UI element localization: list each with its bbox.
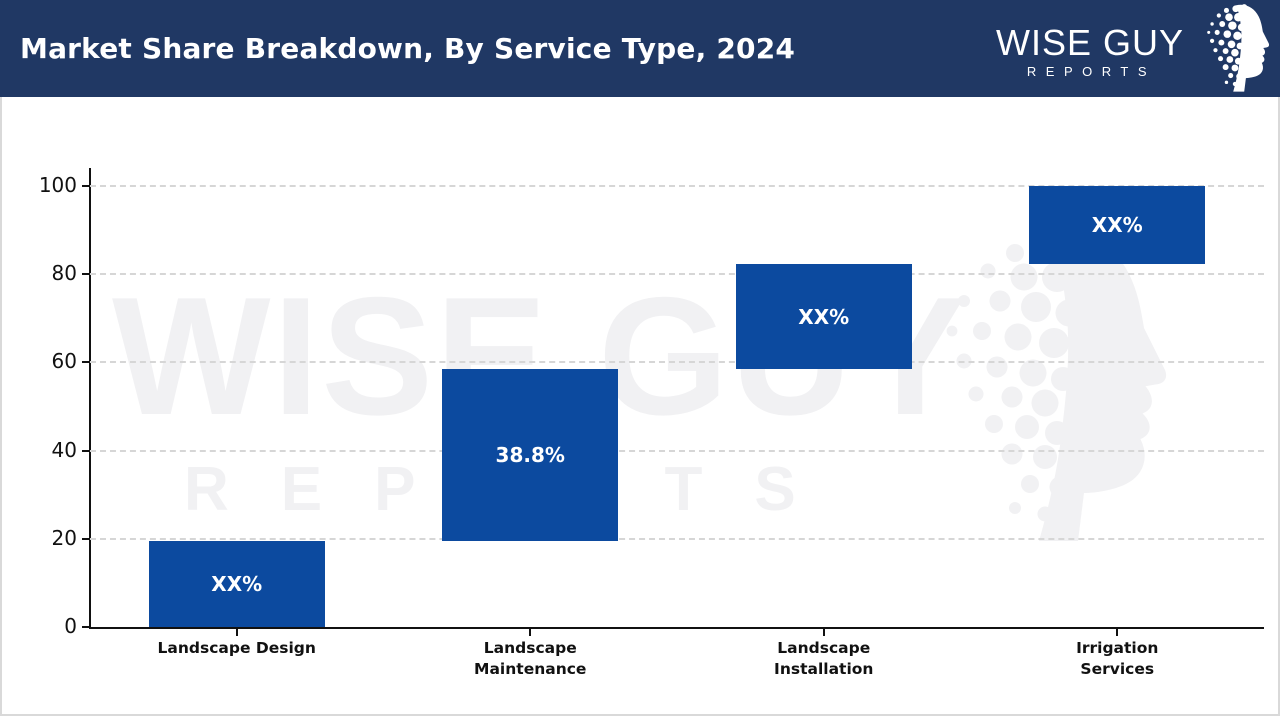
- y-tick-label-20: 20: [51, 525, 77, 550]
- page-title: Market Share Breakdown, By Service Type,…: [20, 32, 796, 65]
- x-tick-landscape-design: [235, 629, 238, 636]
- x-tick-landscape-maintenance: [529, 629, 532, 636]
- y-axis-line: [89, 168, 91, 629]
- bar-value-label: XX%: [798, 304, 850, 329]
- y-tick-60: [82, 361, 90, 364]
- category-label-landscape-maintenance: Landscape Maintenance: [474, 639, 587, 678]
- wiseguy-head-icon: [1186, 2, 1272, 95]
- chart-canvas: WISE GUY REPORTS 020406080100XX%Landscap…: [0, 97, 1280, 716]
- bar-value-label: 38.8%: [495, 443, 565, 467]
- category-label-landscape-design: Landscape Design: [157, 639, 316, 657]
- y-tick-label-40: 40: [51, 437, 77, 462]
- bar-irrigation-services: XX%: [1029, 186, 1206, 264]
- bar-value-label: XX%: [211, 571, 263, 596]
- header-banner: Market Share Breakdown, By Service Type,…: [0, 0, 1280, 97]
- bar-landscape-installation: XX%: [735, 263, 912, 370]
- wiseguy-logo-text: WISE GUY REPORTS: [995, 21, 1184, 79]
- gridline-20: [90, 537, 1264, 540]
- y-tick-100: [82, 185, 90, 187]
- x-tick-irrigation-services: [1116, 629, 1119, 636]
- bar-value-label: XX%: [1091, 212, 1143, 237]
- x-tick-landscape-installation: [822, 629, 825, 636]
- gridline-60: [90, 361, 1264, 364]
- category-label-irrigation-services: Irrigation Services: [1076, 639, 1159, 678]
- y-tick-label-80: 80: [51, 261, 77, 286]
- y-tick-0: [82, 626, 90, 628]
- x-axis-line: [89, 627, 1264, 629]
- logo-wordmark: WISE GUY: [995, 21, 1184, 63]
- waterfall-chart: 0 20 40 60 80 100 XX% Landscape Design 38.8% Land…: [2, 97, 1280, 716]
- y-tick-label-0: 0: [64, 614, 77, 638]
- gridline-100: [90, 185, 1264, 187]
- gridline-40: [90, 449, 1264, 452]
- y-tick-label-60: 60: [51, 349, 77, 374]
- y-tick-40: [82, 449, 90, 452]
- logo-subtitle: REPORTS: [1026, 63, 1157, 79]
- y-tick-80: [82, 273, 90, 276]
- y-tick-20: [82, 537, 90, 540]
- y-tick-label-100: 100: [38, 173, 77, 197]
- gridline-80: [90, 273, 1264, 276]
- bar-landscape-maintenance: 38.8%: [442, 369, 619, 541]
- category-label-landscape-installation: Landscape Installation: [774, 639, 874, 678]
- wiseguy-logo: WISE GUY REPORTS: [996, 2, 1272, 95]
- bar-landscape-design: XX%: [148, 540, 325, 627]
